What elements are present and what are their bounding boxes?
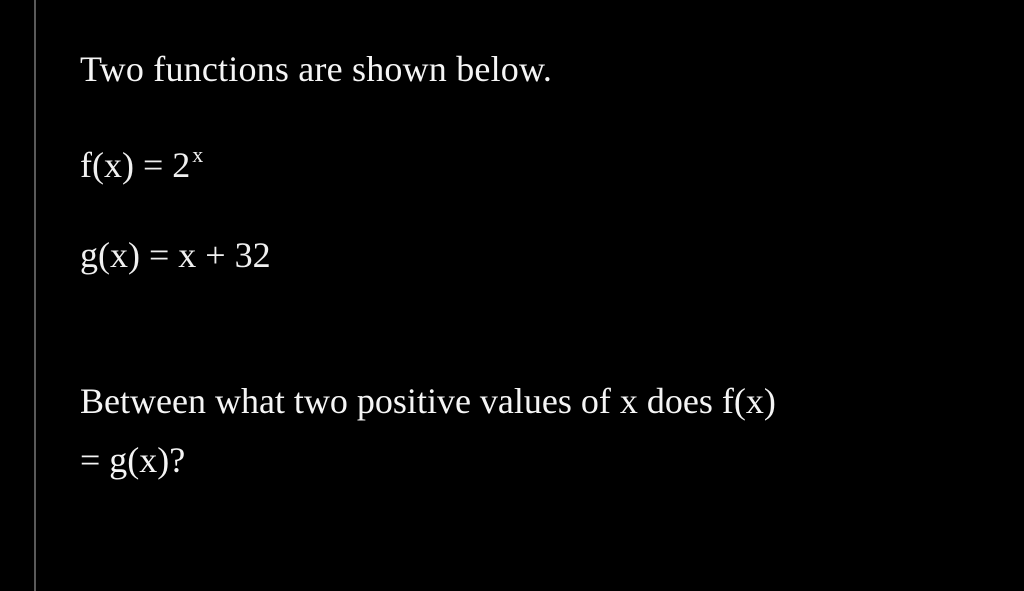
f-exponent: x: [192, 142, 203, 167]
g-lhs: g(x): [80, 235, 140, 275]
question-line-2: = g(x)?: [80, 431, 1024, 490]
f-lhs: f(x): [80, 145, 134, 185]
question-line-1: Between what two positive values of x do…: [80, 381, 776, 421]
g-eq: =: [140, 235, 178, 275]
equation-g: g(x) = x + 32: [80, 234, 1024, 276]
intro-text: Two functions are shown below.: [80, 48, 1024, 90]
g-rhs: x + 32: [178, 235, 270, 275]
f-eq: =: [134, 145, 172, 185]
question-text: Between what two positive values of x do…: [80, 372, 1024, 491]
equation-f: f(x) = 2x: [80, 144, 1024, 186]
left-divider: [34, 0, 36, 591]
math-problem-page: Two functions are shown below. f(x) = 2x…: [0, 0, 1024, 591]
content-area: Two functions are shown below. f(x) = 2x…: [80, 48, 1024, 491]
f-base: 2: [172, 145, 190, 185]
